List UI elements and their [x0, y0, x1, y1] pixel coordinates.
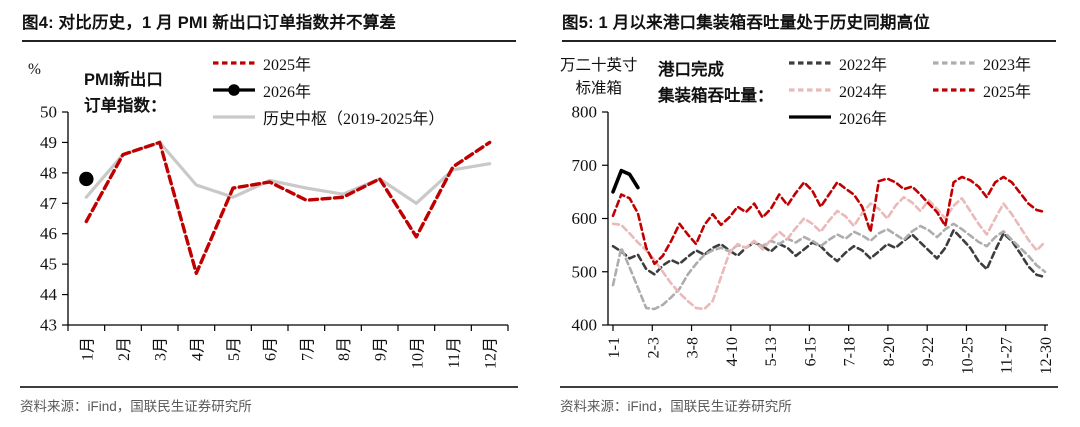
- y-tick-label: 43: [40, 316, 57, 335]
- x-tick-label: 6月: [263, 337, 280, 361]
- x-tick-label: 8-20: [881, 337, 898, 366]
- legend-label: 2025年: [983, 83, 1032, 101]
- x-tick-label: 7月: [299, 337, 316, 361]
- series-line-2023年: [611, 222, 1047, 311]
- figure-5-port-container-throughput: 图5: 1 月以来港口集装箱吞吐量处于历史同期高位 万二十英寸 标准箱 港口完成…: [540, 0, 1080, 427]
- legend-line-icon: [789, 87, 831, 92]
- y-tick-label: 500: [572, 262, 598, 281]
- legend-item-2025年: 2025年: [932, 76, 1031, 103]
- legend-label: 2026年: [263, 83, 312, 101]
- y-tick-label: 600: [572, 209, 598, 228]
- legend-line-icon: [213, 114, 255, 119]
- y-tick-label: 47: [40, 194, 58, 213]
- x-tick-label: 11月: [446, 337, 463, 368]
- legend-label: 2025年: [263, 56, 312, 74]
- legend-label: 2022年: [839, 56, 888, 74]
- pmi-line-chart: 50 49 48 47 46 45 44 43 1月 2月 3月 4月 5月 6月 7月 8月 9月 10月 11月…: [40, 103, 509, 369]
- x-tick-label: 3-8: [685, 337, 702, 358]
- series-line-历史中枢（2019-2025年）: [84, 140, 492, 205]
- figure-5-chart-area: 万二十英寸 标准箱 港口完成 集装箱吞吐量： 2022年 2023年 2024年 20…: [540, 42, 1080, 385]
- source-note: 资料来源：iFind，国联民生证券研究所: [20, 386, 518, 415]
- x-tick-label: 12-30: [1038, 337, 1055, 374]
- x-tick-label: 1月: [79, 337, 96, 361]
- x-tick-label: 4-10: [724, 337, 741, 366]
- x-tick-label: 4月: [189, 337, 206, 361]
- x-tick-label: 9-22: [920, 337, 937, 366]
- legend-line-icon: [213, 60, 255, 65]
- legend-item-2023年: 2023年: [932, 49, 1031, 76]
- legend: 2025年 2026年历史中枢（2019-2025年）: [212, 49, 444, 130]
- series-line-2025年: [611, 175, 1047, 266]
- x-tick-label: 5月: [226, 337, 243, 361]
- x-tick-label: 10月: [409, 337, 426, 369]
- y-tick-label: 400: [572, 316, 598, 335]
- y-tick-label: 700: [572, 156, 598, 175]
- figure-4-chart-area: % PMI新出口 订单指数： 2025年 2026年历史中枢（2019-2025年…: [0, 42, 540, 385]
- legend-line-icon: [213, 83, 255, 96]
- series-line-2022年: [611, 228, 1047, 279]
- legend-label: 历史中枢（2019-2025年）: [263, 110, 445, 128]
- legend-item-2026年: 2026年: [212, 76, 444, 103]
- x-tick-label: 5-13: [763, 337, 780, 366]
- x-tick-label: 12月: [483, 337, 500, 369]
- figure-4-pmi-new-export-orders: 图4: 对比历史，1 月 PMI 新出口订单指数并不算差 % PMI新出口 订单…: [0, 9, 540, 415]
- series-line-2025年: [84, 140, 492, 276]
- y-tick-label: 45: [40, 255, 57, 274]
- x-tick-label: 7-18: [842, 337, 859, 366]
- x-tick-label: 3月: [153, 337, 170, 361]
- y-tick-label: 50: [40, 103, 57, 122]
- x-tick-label: 9月: [373, 337, 390, 361]
- x-tick-label: 2月: [116, 337, 133, 361]
- legend-line-icon: [933, 87, 975, 92]
- series-group-caption: 港口完成 集装箱吞吐量：: [658, 61, 774, 105]
- series-line-2024年: [611, 195, 1047, 311]
- legend-label: 2024年: [839, 83, 888, 101]
- x-tick-label: 1-1: [606, 337, 623, 358]
- legend: 2022年 2023年 2024年 2025年 2026年: [788, 49, 1031, 130]
- legend-line-icon: [789, 114, 831, 119]
- figure-4-title: 图4: 对比历史，1 月 PMI 新出口订单指数并不算差: [22, 9, 516, 42]
- x-tick-label: 2-3: [645, 337, 662, 358]
- series-group-caption: PMI新出口 订单指数：: [84, 71, 167, 115]
- throughput-line-chart: 800 700 600 500 400 1-1 2-3 3-8 4-10 5-13 6-15 7-18…: [572, 103, 1056, 375]
- source-note: 资料来源：iFind，国联民生证券研究所: [560, 386, 1058, 415]
- legend-item-2025年: 2025年: [212, 49, 444, 76]
- point-2026年: [79, 171, 94, 187]
- x-tick-label: 10-25: [959, 337, 976, 374]
- legend-item-2024年: 2024年: [788, 76, 922, 103]
- figure-5-title: 图5: 1 月以来港口集装箱吞吐量处于历史同期高位: [562, 9, 1056, 42]
- legend-label: 2026年: [839, 110, 888, 128]
- x-tick-label: 11-27: [999, 337, 1016, 374]
- legend-line-icon: [933, 60, 975, 65]
- series-line-2026年: [611, 168, 640, 194]
- legend-item-历史中枢（2019-2025年）: 历史中枢（2019-2025年）: [212, 103, 444, 130]
- y-tick-label: 44: [40, 285, 58, 304]
- y-tick-label: 800: [572, 103, 598, 122]
- y-tick-label: 48: [40, 163, 57, 182]
- legend-item-2026年: 2026年: [788, 103, 922, 130]
- y-tick-label: 49: [40, 133, 57, 152]
- x-tick-label: 8月: [336, 337, 353, 361]
- legend-line-icon: [789, 60, 831, 65]
- legend-item-2022年: 2022年: [788, 49, 922, 76]
- x-tick-label: 6-15: [802, 337, 819, 366]
- y-tick-label: 46: [40, 224, 57, 243]
- legend-label: 2023年: [983, 56, 1032, 74]
- y-axis-unit-label: %: [28, 61, 41, 78]
- y-axis-unit-label: 万二十英寸 标准箱: [560, 57, 638, 98]
